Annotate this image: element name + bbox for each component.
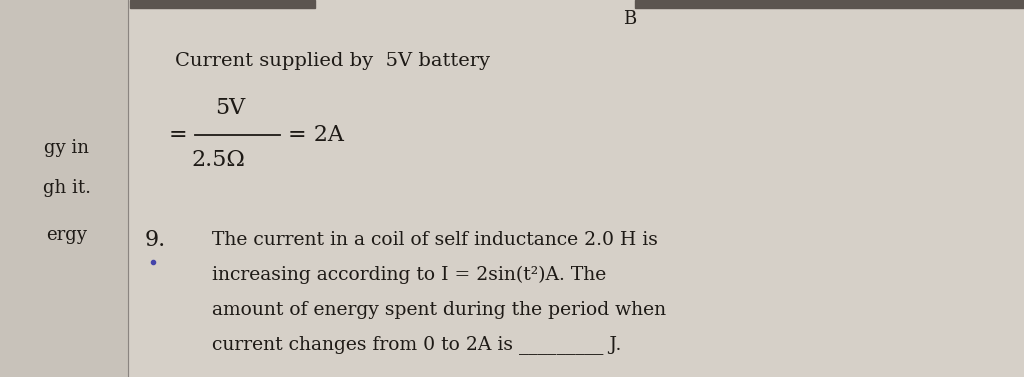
Text: 2.5Ω: 2.5Ω (191, 149, 245, 171)
Text: gh it.: gh it. (43, 179, 90, 197)
Text: amount of energy spent during the period when: amount of energy spent during the period… (212, 301, 667, 319)
Bar (0, 0, 128, 377)
Text: current changes from 0 to 2A is _________ J.: current changes from 0 to 2A is ________… (212, 336, 622, 354)
Text: B: B (624, 10, 637, 28)
Text: gy in: gy in (44, 139, 89, 157)
Text: 5V: 5V (215, 97, 245, 119)
Text: ergy: ergy (46, 226, 87, 244)
Text: Current supplied by  5V battery: Current supplied by 5V battery (175, 52, 490, 70)
Bar (635, 0, 1024, 8)
Text: The current in a coil of self inductance 2.0 H is: The current in a coil of self inductance… (212, 231, 657, 249)
Text: =: = (169, 124, 187, 146)
Bar (130, 0, 315, 8)
Text: increasing according to I = 2sin(t²)A. The: increasing according to I = 2sin(t²)A. T… (212, 266, 606, 284)
Text: = 2A: = 2A (288, 124, 344, 146)
Text: 9.: 9. (144, 229, 166, 251)
